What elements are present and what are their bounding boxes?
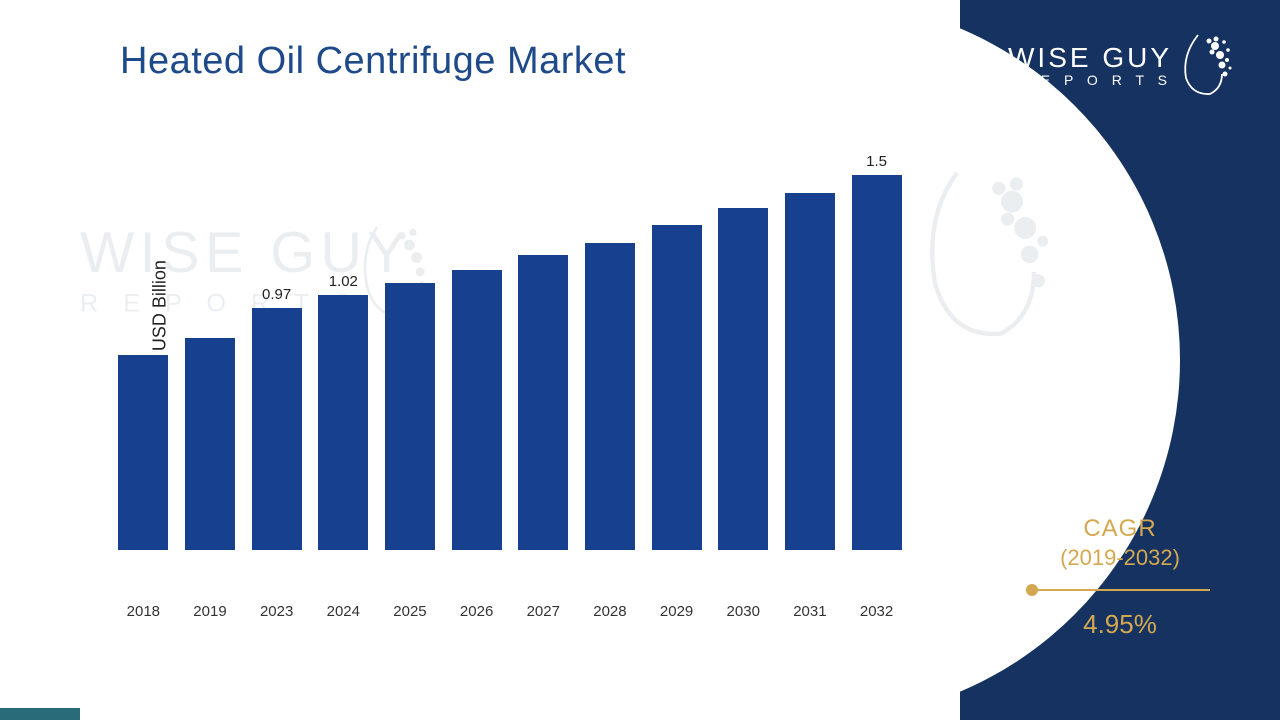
bar [718,208,768,551]
bar-wrap [647,203,707,550]
x-tick-label: 2028 [580,603,640,620]
x-tick-label: 2019 [180,603,240,620]
bars-container: 0.97 1.02 1.5 [100,150,920,550]
x-tick-label: 2030 [713,603,773,620]
cagr-box: CAGR (2019-2032) 4.95% [1030,515,1210,640]
chart-title: Heated Oil Centrifuge Market [120,40,626,83]
bar-wrap [380,261,440,551]
bar-wrap [180,316,240,551]
cagr-title: CAGR [1030,515,1210,543]
logo-sub-text: R E P O R T S [1008,72,1172,88]
logo-head-icon [1180,30,1240,100]
brand-logo: WISE GUY R E P O R T S [1008,30,1240,100]
bar [452,270,502,550]
x-axis-labels: 2018 2019 2023 2024 2025 2026 2027 2028 2029 2030… [100,603,920,620]
bar-wrap [713,186,773,551]
cagr-period: (2019-2032) [1030,545,1210,571]
bar [385,283,435,551]
bar-value-label: 1.5 [866,153,887,171]
bar [518,255,568,550]
bar-wrap [113,333,173,550]
bar-wrap [513,233,573,550]
x-tick-label: 2029 [647,603,707,620]
bar-wrap: 1.02 [313,273,373,550]
bar [852,175,902,550]
bar [785,193,835,551]
bar [118,355,168,550]
bar [318,295,368,550]
bar-wrap: 0.97 [247,286,307,551]
bar [252,308,302,551]
cagr-value: 4.95% [1030,609,1210,640]
x-tick-label: 2027 [513,603,573,620]
bar-wrap: 1.5 [847,153,907,550]
bar [185,338,235,551]
bar [652,225,702,550]
x-tick-label: 2024 [313,603,373,620]
x-tick-label: 2031 [780,603,840,620]
x-tick-label: 2032 [847,603,907,620]
x-tick-label: 2026 [447,603,507,620]
chart-area: Market Value in USD Billion 0.971.021.5 … [60,150,920,590]
logo-main-text: WISE GUY [1008,42,1172,74]
bar-wrap [580,221,640,551]
bar-value-label: 0.97 [262,286,291,304]
plot-region: 0.97 1.02 1.5 [100,150,920,550]
x-tick-label: 2025 [380,603,440,620]
bar-wrap [447,248,507,550]
bottom-accent-bar [0,708,80,720]
x-tick-label: 2023 [247,603,307,620]
bar [585,243,635,551]
bar-value-label: 1.02 [329,273,358,291]
cagr-divider [1030,589,1210,591]
bar-wrap [780,171,840,551]
x-tick-label: 2018 [113,603,173,620]
